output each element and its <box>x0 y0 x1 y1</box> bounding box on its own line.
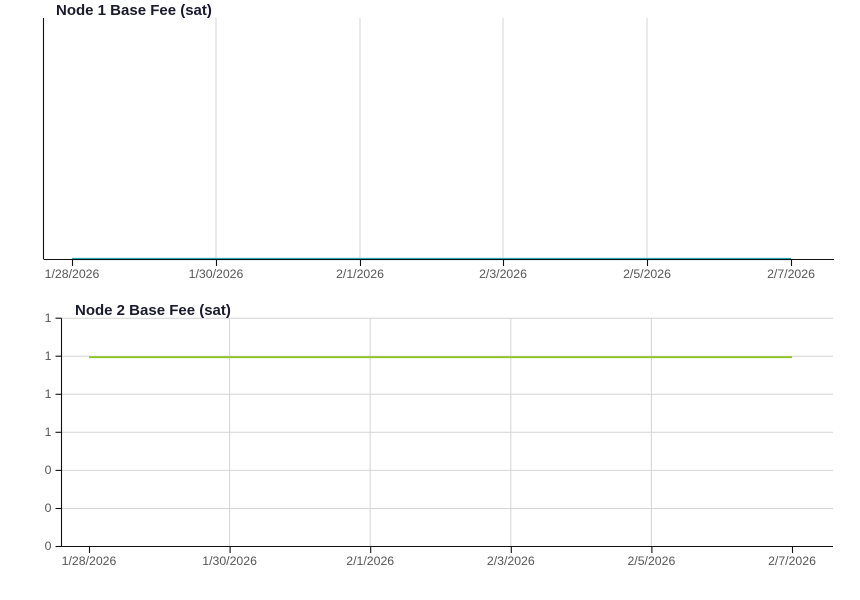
svg-text:1: 1 <box>45 311 52 325</box>
svg-text:0: 0 <box>45 463 52 477</box>
svg-text:1/30/2026: 1/30/2026 <box>202 554 257 568</box>
svg-text:1: 1 <box>45 425 52 439</box>
svg-text:1: 1 <box>45 387 52 401</box>
svg-text:1/28/2026: 1/28/2026 <box>45 267 100 281</box>
svg-text:2/7/2026: 2/7/2026 <box>768 554 816 568</box>
svg-text:2/7/2026: 2/7/2026 <box>767 267 815 281</box>
svg-text:2/1/2026: 2/1/2026 <box>346 554 394 568</box>
svg-text:1/30/2026: 1/30/2026 <box>189 267 244 281</box>
svg-text:0: 0 <box>45 501 52 515</box>
svg-text:2/5/2026: 2/5/2026 <box>627 554 675 568</box>
svg-text:1/28/2026: 1/28/2026 <box>62 554 117 568</box>
svg-text:2/3/2026: 2/3/2026 <box>479 267 527 281</box>
svg-text:0: 0 <box>45 539 52 553</box>
svg-text:1: 1 <box>45 349 52 363</box>
svg-text:2/3/2026: 2/3/2026 <box>487 554 535 568</box>
svg-text:2/5/2026: 2/5/2026 <box>623 267 671 281</box>
svg-text:2/1/2026: 2/1/2026 <box>336 267 384 281</box>
